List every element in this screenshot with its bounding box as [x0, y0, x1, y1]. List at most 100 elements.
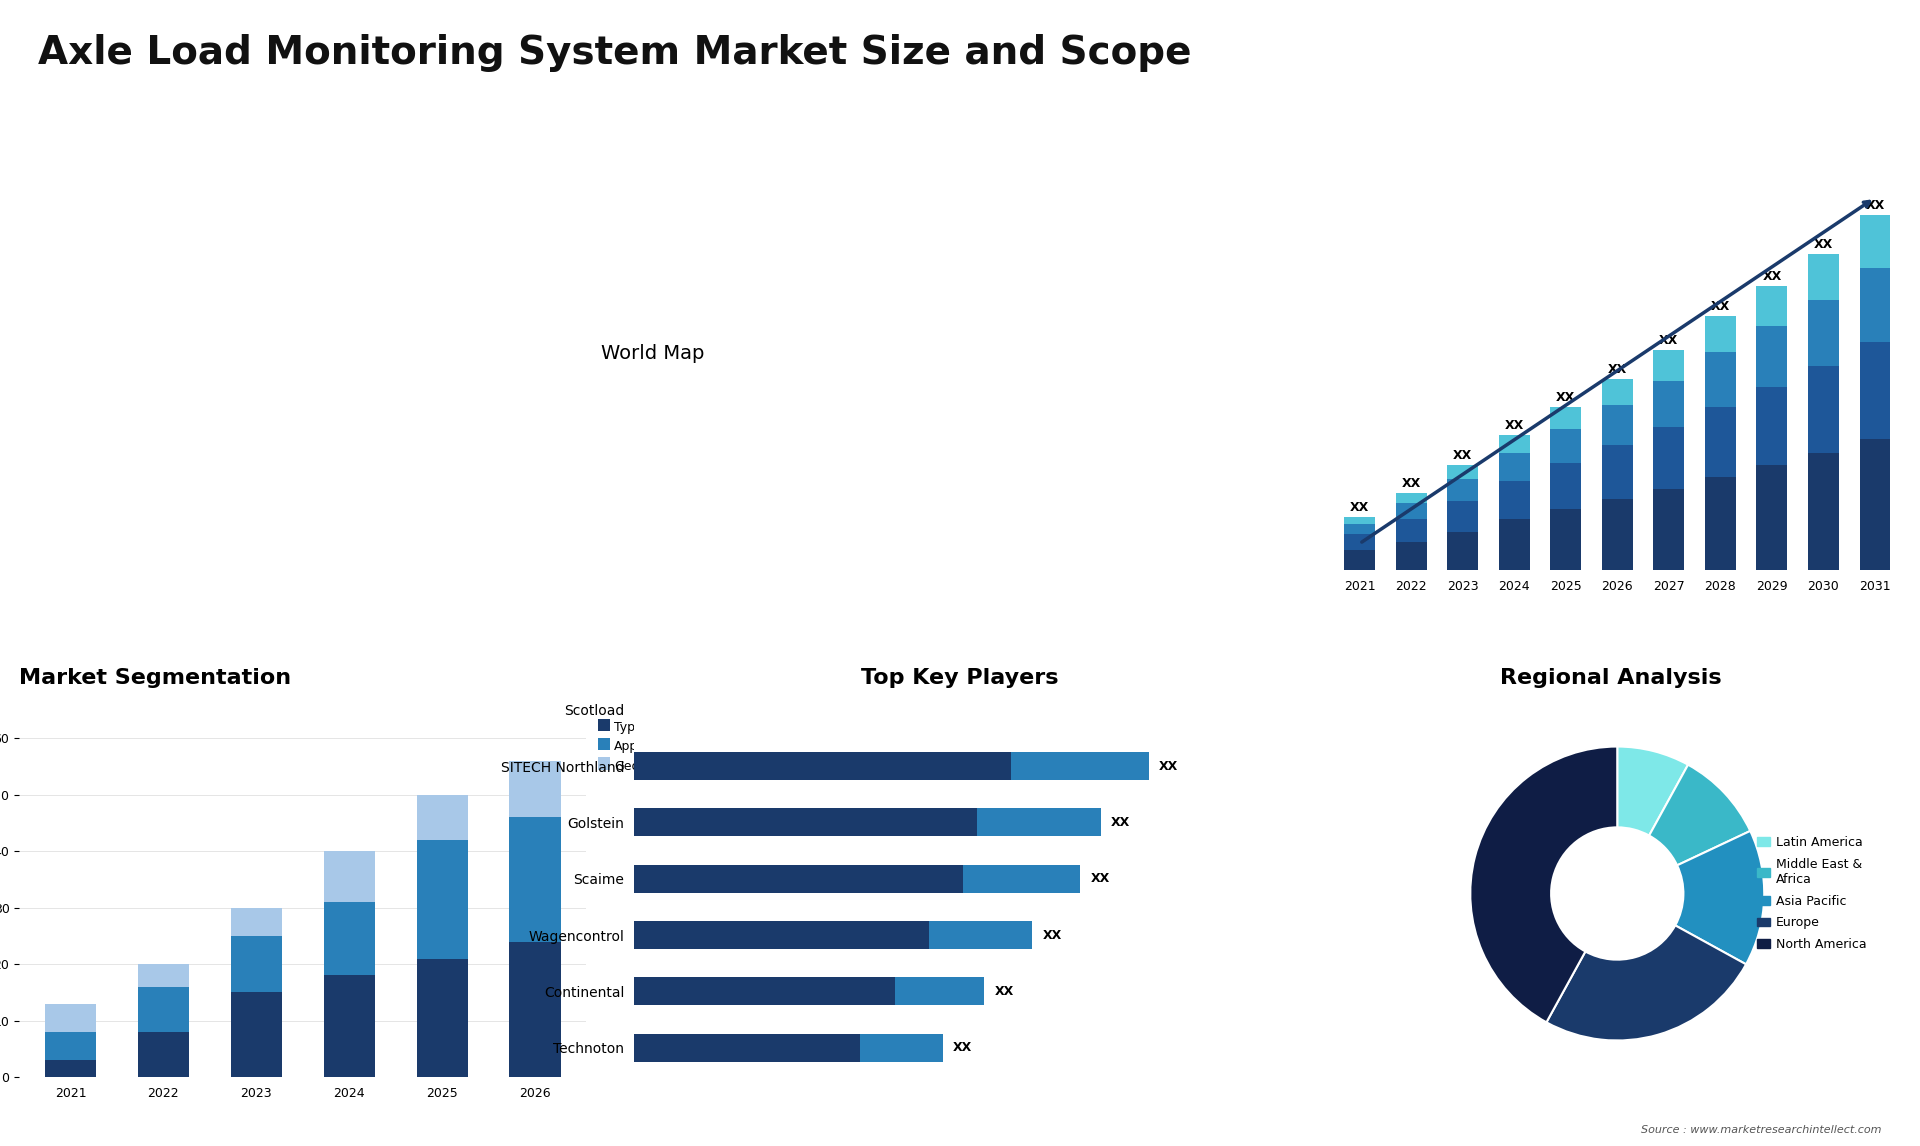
Wedge shape [1546, 925, 1745, 1041]
Bar [1705, 352, 1736, 407]
Text: Axle Load Monitoring System Market Size and Scope: Axle Load Monitoring System Market Size … [38, 34, 1192, 72]
Bar [1448, 501, 1478, 532]
Bar [1653, 380, 1684, 426]
Bar [138, 964, 188, 987]
Bar [44, 1033, 96, 1060]
Bar [1757, 327, 1788, 386]
Bar [1601, 378, 1632, 405]
Bar [1601, 500, 1632, 570]
Bar [1500, 453, 1530, 481]
Bar [1653, 489, 1684, 570]
Bar [1396, 493, 1427, 503]
Bar [230, 908, 282, 936]
Text: XX: XX [1555, 391, 1574, 403]
Bar [1448, 479, 1478, 501]
Bar [324, 851, 374, 902]
Bar [1344, 524, 1375, 534]
Text: World Map: World Map [601, 344, 705, 363]
Bar [1809, 300, 1839, 367]
Wedge shape [1617, 746, 1688, 835]
Text: XX: XX [1453, 449, 1473, 462]
Bar [324, 902, 374, 975]
Bar [1860, 343, 1891, 439]
Bar [1549, 463, 1582, 510]
Bar [1809, 253, 1839, 300]
Bar [1500, 435, 1530, 453]
Bar [509, 942, 561, 1077]
Bar [1757, 465, 1788, 570]
Text: Market Segmentation: Market Segmentation [19, 668, 292, 688]
Text: XX: XX [1043, 928, 1062, 942]
Bar [1396, 503, 1427, 519]
Bar [230, 936, 282, 992]
Text: XX: XX [1711, 300, 1730, 313]
Bar [417, 794, 468, 840]
Text: XX: XX [1160, 760, 1179, 772]
Bar [1860, 439, 1891, 570]
Text: Regional Analysis: Regional Analysis [1500, 668, 1722, 688]
Text: XX: XX [952, 1042, 972, 1054]
Bar [44, 1060, 96, 1077]
Text: XX: XX [1350, 502, 1369, 515]
Text: Source : www.marketresearchintellect.com: Source : www.marketresearchintellect.com [1642, 1124, 1882, 1135]
Bar [1500, 481, 1530, 519]
Bar [977, 808, 1100, 837]
Bar [417, 840, 468, 958]
Bar [634, 978, 895, 1005]
Text: XX: XX [1607, 362, 1626, 376]
Text: Top Key Players: Top Key Players [862, 668, 1058, 688]
Bar [634, 864, 964, 893]
Text: XX: XX [1112, 816, 1131, 829]
Bar [860, 1034, 943, 1061]
Text: XX: XX [1866, 199, 1885, 212]
Bar [1705, 477, 1736, 570]
Text: XX: XX [1814, 237, 1834, 251]
Bar [1549, 429, 1582, 463]
Bar [1757, 286, 1788, 327]
Bar [1396, 542, 1427, 570]
Bar [1653, 426, 1684, 489]
Bar [1012, 752, 1148, 780]
Text: XX: XX [1763, 270, 1782, 283]
Bar [1549, 407, 1582, 429]
Bar [1448, 465, 1478, 479]
Wedge shape [1649, 764, 1751, 865]
Bar [634, 921, 929, 949]
Text: XX: XX [1659, 335, 1678, 347]
Text: XX: XX [1091, 872, 1110, 885]
Bar [509, 761, 561, 817]
Bar [1601, 445, 1632, 500]
Bar [138, 987, 188, 1033]
Bar [324, 975, 374, 1077]
Text: XX: XX [1505, 419, 1524, 432]
Bar [1653, 351, 1684, 380]
Bar [1809, 367, 1839, 453]
Bar [1549, 510, 1582, 570]
Bar [1500, 519, 1530, 570]
Bar [1396, 519, 1427, 542]
Legend: Latin America, Middle East &
Africa, Asia Pacific, Europe, North America: Latin America, Middle East & Africa, Asi… [1753, 831, 1872, 956]
Bar [634, 1034, 860, 1061]
Text: XX: XX [995, 984, 1014, 998]
Bar [1601, 405, 1632, 445]
Bar [1757, 386, 1788, 465]
Wedge shape [1676, 831, 1764, 964]
Bar [1860, 215, 1891, 268]
Bar [44, 1004, 96, 1033]
Bar [1344, 518, 1375, 524]
Bar [1344, 534, 1375, 550]
Bar [509, 817, 561, 942]
Legend: Type, Application, Geography: Type, Application, Geography [593, 716, 689, 777]
Text: XX: XX [1402, 477, 1421, 490]
Bar [1705, 316, 1736, 352]
Bar [634, 808, 977, 837]
Bar [634, 752, 1012, 780]
Bar [929, 921, 1033, 949]
Bar [1809, 453, 1839, 570]
Bar [230, 992, 282, 1077]
Bar [964, 864, 1081, 893]
Wedge shape [1471, 746, 1617, 1022]
Bar [1448, 532, 1478, 570]
Bar [1860, 268, 1891, 343]
Bar [895, 978, 985, 1005]
